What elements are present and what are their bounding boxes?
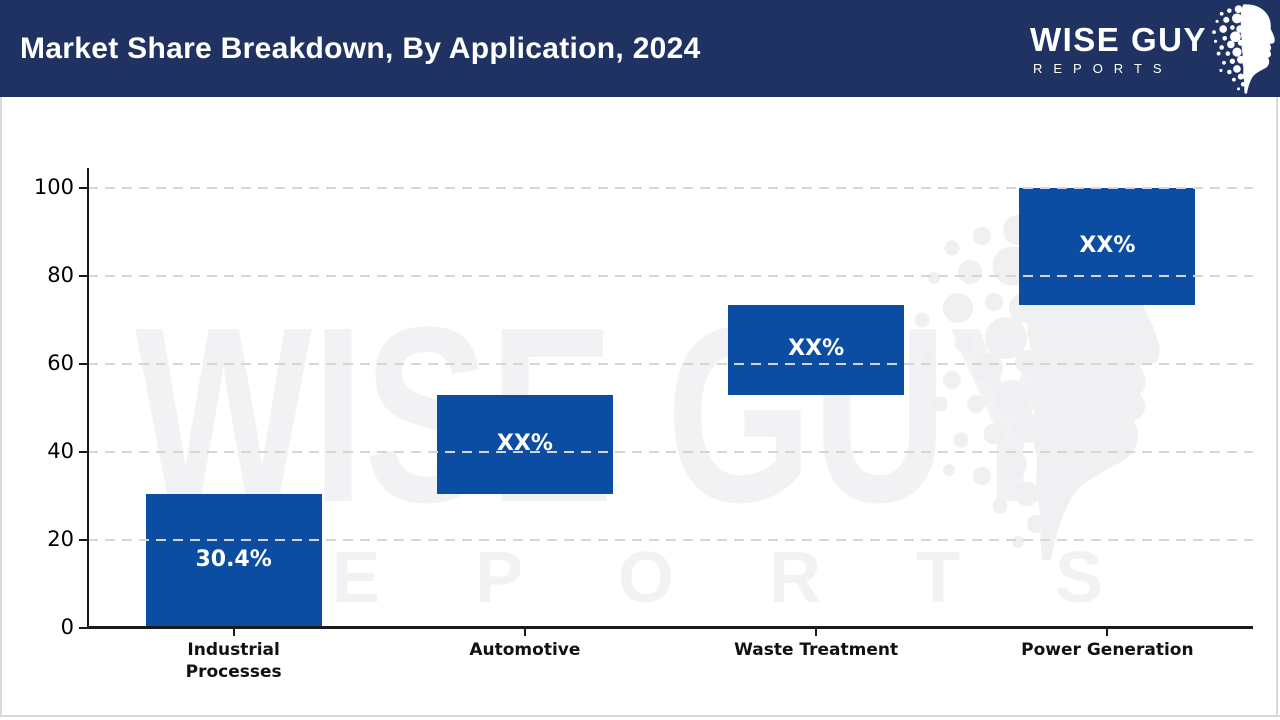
y-tick-40	[79, 451, 87, 453]
page-title: Market Share Breakdown, By Application, …	[20, 31, 701, 65]
y-axis-line	[87, 168, 89, 629]
chart-border-right	[1276, 97, 1278, 717]
x-category-label-line: Industrial	[187, 640, 280, 660]
x-category-label-line: Automotive	[469, 640, 581, 660]
y-tick-label-100: 100	[33, 175, 74, 199]
x-category-label-automotive: Automotive	[395, 639, 655, 661]
bar-label-industrial-processes: 30.4%	[195, 547, 272, 573]
y-tick-label-40: 40	[47, 439, 74, 463]
y-tick-0	[79, 627, 87, 629]
watermark-reports-text: REPORTS	[185, 538, 1199, 618]
header-bar: Market Share Breakdown, By Application, …	[0, 0, 1280, 97]
y-tick-label-60: 60	[47, 351, 74, 375]
x-tick-industrial-processes	[232, 629, 235, 636]
x-category-label-power-generation: Power Generation	[977, 639, 1237, 661]
y-tick-20	[79, 539, 87, 541]
x-category-label-industrial-processes: Industrial Processes	[104, 639, 364, 683]
x-category-label-line: Power Generation	[1021, 640, 1194, 660]
x-tick-automotive	[523, 629, 526, 636]
brand-logo-text: WISE GUY REPORTS	[1030, 23, 1207, 75]
brand-name: WISE GUY	[1029, 20, 1207, 58]
bar-label-waste-treatment: XX%	[788, 335, 845, 361]
bar-label-automotive: XX%	[496, 430, 553, 456]
x-axis-line	[87, 626, 1253, 629]
y-tick-label-20: 20	[47, 527, 74, 551]
y-tick-100	[79, 187, 87, 189]
y-tick-60	[79, 363, 87, 365]
brand-subtitle: REPORTS	[1032, 60, 1173, 76]
gridline-y-80	[88, 275, 1253, 277]
y-tick-label-80: 80	[47, 263, 74, 287]
y-tick-80	[79, 275, 87, 277]
bar-automotive	[436, 394, 613, 495]
gridline-y-40	[88, 451, 1253, 453]
x-tick-waste-treatment	[815, 629, 818, 636]
y-tick-label-0: 0	[60, 615, 74, 639]
brand-head-icon	[1197, 3, 1277, 95]
gridline-y-60	[88, 363, 1253, 365]
brand-logo: WISE GUY REPORTS	[1030, 2, 1277, 95]
bar-industrial-processes	[145, 494, 322, 628]
chart-border-left	[0, 97, 2, 717]
x-category-label-waste-treatment: Waste Treatment	[686, 639, 946, 661]
x-tick-power-generation	[1106, 629, 1109, 636]
bar-waste-treatment	[728, 305, 905, 395]
bar-power-generation	[1019, 188, 1196, 306]
x-category-label-line: Processes	[185, 662, 282, 683]
chart-area: WISE GUY REPORTS 0 20 40 60 80 100 30.4% Indust…	[0, 97, 1280, 720]
gridline-y-20	[88, 539, 1253, 541]
chart-border-bottom	[0, 715, 1280, 717]
bar-label-power-generation: XX%	[1079, 232, 1136, 258]
gridline-y-100	[88, 187, 1253, 189]
x-category-label-line: Waste Treatment	[734, 640, 899, 660]
